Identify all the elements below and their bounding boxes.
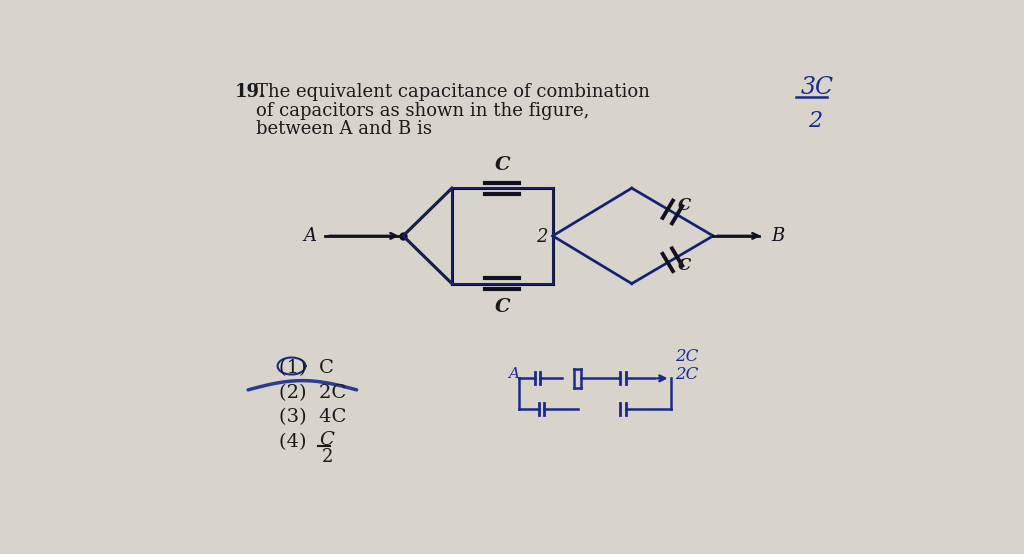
Text: 2: 2 bbox=[808, 110, 822, 132]
Text: B: B bbox=[771, 227, 784, 245]
Text: 2C: 2C bbox=[675, 366, 698, 383]
Text: C: C bbox=[319, 430, 334, 449]
Text: between A and B is: between A and B is bbox=[256, 120, 432, 138]
Text: C: C bbox=[678, 197, 691, 214]
Text: (1)  C: (1) C bbox=[280, 359, 334, 377]
Text: (2)  2C: (2) 2C bbox=[280, 384, 346, 402]
Text: C: C bbox=[495, 156, 510, 174]
Text: The equivalent capacitance of combination: The equivalent capacitance of combinatio… bbox=[256, 84, 650, 101]
Text: 19.: 19. bbox=[234, 84, 266, 101]
Text: (4): (4) bbox=[280, 433, 319, 451]
Text: 2: 2 bbox=[537, 228, 548, 247]
Text: A: A bbox=[508, 367, 519, 382]
Text: C: C bbox=[678, 258, 691, 274]
Text: C: C bbox=[495, 297, 510, 316]
Text: 2C: 2C bbox=[675, 348, 698, 365]
Text: 3C: 3C bbox=[801, 76, 834, 99]
Text: (3)  4C: (3) 4C bbox=[280, 408, 346, 427]
Text: 2: 2 bbox=[322, 448, 333, 465]
Text: of capacitors as shown in the figure,: of capacitors as shown in the figure, bbox=[256, 102, 589, 120]
Text: A: A bbox=[303, 227, 316, 245]
